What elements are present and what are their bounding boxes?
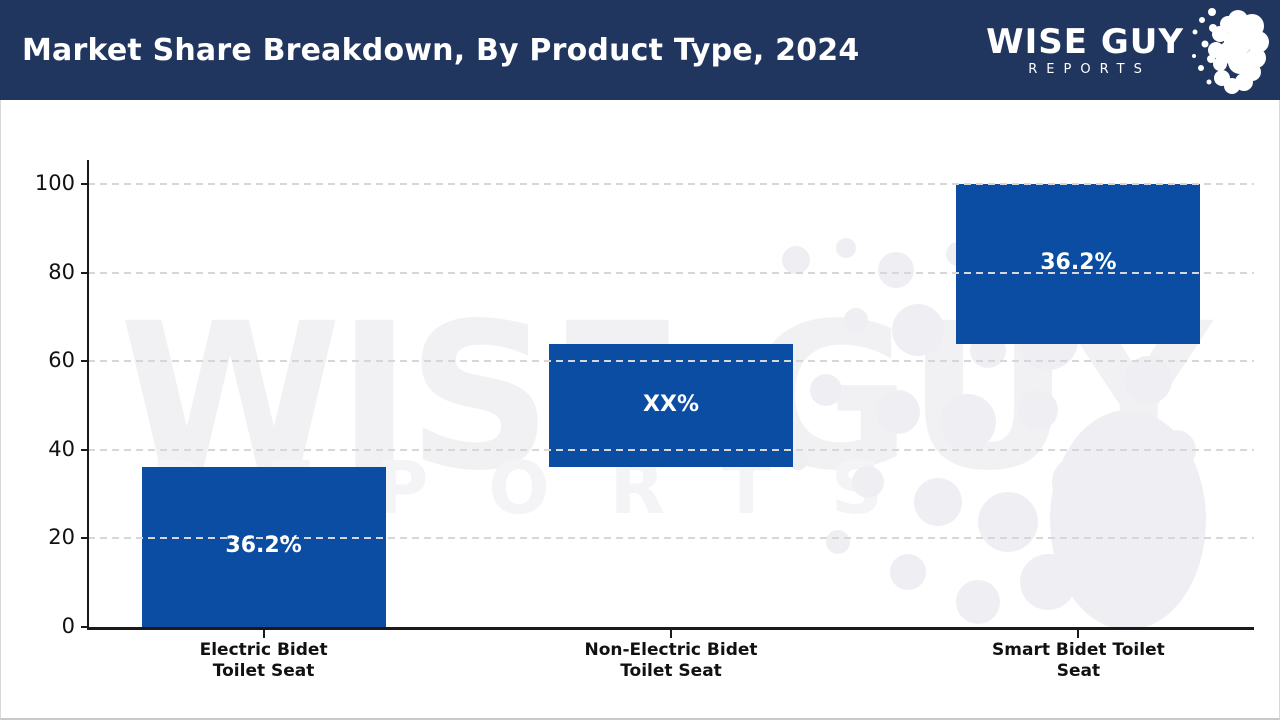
y-tick-label: 60: [48, 348, 75, 373]
logo-text: WISE GUY REPORTS: [986, 25, 1184, 76]
y-tick-label: 20: [48, 525, 75, 550]
bar-value-label: 36.2%: [1040, 250, 1117, 276]
gridline-80: [88, 271, 1254, 274]
chart-title: Market Share Breakdown, By Product Type,…: [22, 32, 860, 68]
bar-segment-1: [141, 466, 386, 627]
bar-segment-2: [549, 344, 793, 467]
chart-area: WISE GUY REPORTS 36.2% Electric Bidet Toi…: [0, 100, 1280, 720]
bar-value-label: 36.2%: [225, 532, 302, 558]
wise-guy-reports-logo: WISE GUY REPORTS: [986, 4, 1270, 96]
y-tick-mark: [81, 537, 88, 540]
x-axis-spine: [87, 627, 1254, 630]
logo-wordmark-reports: REPORTS: [1028, 61, 1151, 77]
y-tick-mark: [81, 183, 88, 185]
plot-area: 36.2% Electric Bidet Toilet Seat XX% Non-El…: [1, 100, 1280, 720]
bar-value-label: XX%: [643, 391, 699, 417]
x-category-label: Non-Electric Bidet Toilet Seat: [584, 640, 758, 682]
logo-wordmark-wise-guy: WISE GUY: [986, 21, 1184, 62]
gridline-20: [88, 537, 1254, 540]
y-tick-label: 80: [48, 259, 75, 284]
x-category-label: Electric Bidet Toilet Seat: [199, 640, 328, 682]
x-category-label: Smart Bidet Toilet Seat: [992, 640, 1165, 682]
y-tick-label: 40: [48, 436, 75, 461]
y-tick-mark: [81, 626, 88, 628]
y-tick-mark: [81, 448, 88, 451]
gridline-40: [88, 448, 1254, 451]
gridline-100: [88, 183, 1254, 185]
x-tick-mark: [670, 630, 672, 638]
y-tick-label: 0: [61, 614, 75, 638]
y-tick-mark: [81, 271, 88, 274]
x-tick-mark: [1077, 630, 1080, 638]
y-tick-mark: [81, 360, 88, 363]
gridline-60: [88, 360, 1254, 363]
y-tick-label: 100: [34, 171, 75, 195]
logo-face-icon: [1192, 8, 1269, 94]
y-axis-spine: [87, 160, 89, 630]
x-tick-mark: [262, 630, 265, 638]
header-bar: Market Share Breakdown, By Product Type,…: [0, 0, 1280, 100]
